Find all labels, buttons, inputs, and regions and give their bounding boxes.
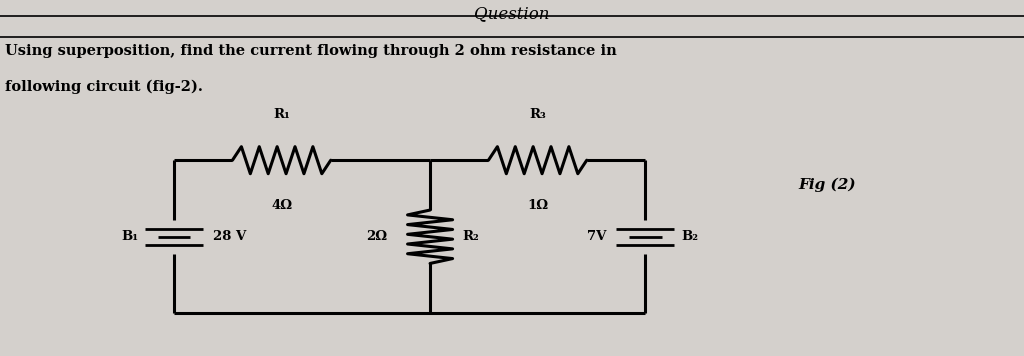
Text: Question: Question bbox=[474, 5, 550, 22]
Text: 28 V: 28 V bbox=[213, 230, 246, 243]
Text: B₂: B₂ bbox=[681, 230, 698, 243]
Text: R₃: R₃ bbox=[529, 108, 546, 121]
Text: 4Ω: 4Ω bbox=[271, 199, 292, 213]
Text: R₁: R₁ bbox=[273, 108, 290, 121]
Text: 1Ω: 1Ω bbox=[527, 199, 548, 213]
Text: B₁: B₁ bbox=[121, 230, 138, 243]
Text: 2Ω: 2Ω bbox=[366, 230, 387, 243]
Text: following circuit (fig-2).: following circuit (fig-2). bbox=[5, 80, 203, 94]
Text: R₂: R₂ bbox=[463, 230, 479, 243]
Text: 7V: 7V bbox=[587, 230, 606, 243]
Text: Using superposition, find the current flowing through 2 ohm resistance in: Using superposition, find the current fl… bbox=[5, 44, 616, 58]
Text: Fig (2): Fig (2) bbox=[799, 178, 856, 192]
